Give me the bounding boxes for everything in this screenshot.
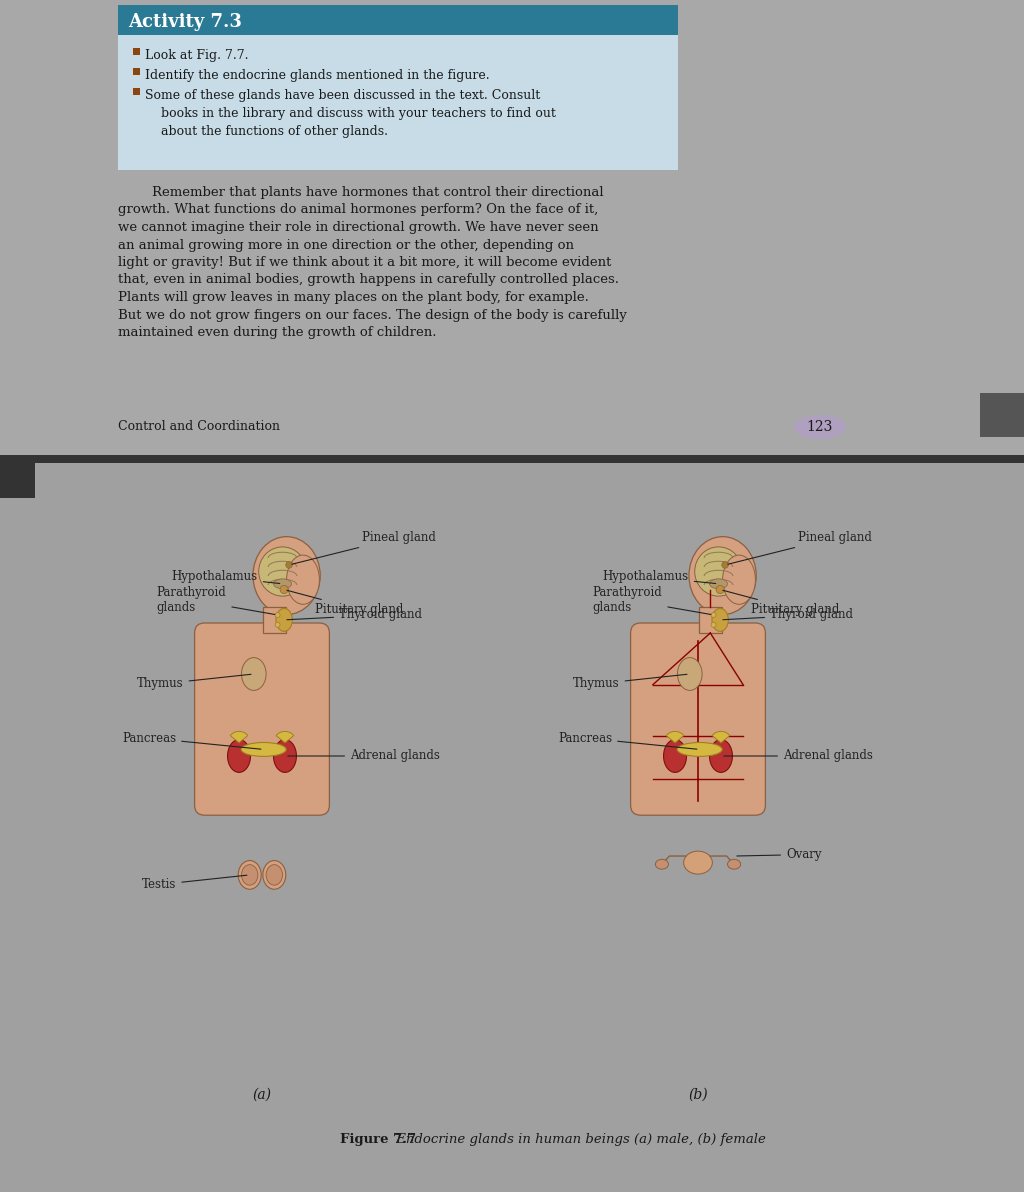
Text: Hypothalamus: Hypothalamus (602, 570, 716, 584)
Ellipse shape (694, 547, 742, 596)
Text: (b): (b) (688, 1088, 708, 1101)
Ellipse shape (794, 415, 846, 439)
Ellipse shape (677, 743, 722, 757)
Bar (0, 455, 1024, 462)
Text: Pancreas: Pancreas (122, 732, 261, 749)
Ellipse shape (263, 861, 286, 889)
Bar (698, 607, 722, 633)
Ellipse shape (655, 859, 669, 869)
Ellipse shape (684, 851, 713, 874)
Text: Pituitary gland: Pituitary gland (723, 590, 839, 616)
Ellipse shape (242, 658, 266, 690)
Text: Parathyroid
glands: Parathyroid glands (157, 586, 274, 615)
Text: we cannot imagine their role in directional growth. We have never seen: we cannot imagine their role in directio… (118, 221, 599, 234)
FancyBboxPatch shape (195, 623, 330, 815)
Bar (0, 462, 35, 498)
Ellipse shape (273, 579, 292, 589)
Text: (a): (a) (253, 1088, 271, 1101)
Text: Activity 7.3: Activity 7.3 (128, 13, 242, 31)
Text: that, even in animal bodies, growth happens in carefully controlled places.: that, even in animal bodies, growth happ… (118, 273, 618, 286)
Text: Pituitary gland: Pituitary gland (287, 590, 403, 616)
Bar (133, 88, 140, 95)
Ellipse shape (710, 579, 727, 589)
Bar (133, 48, 140, 55)
Text: Thyroid gland: Thyroid gland (287, 608, 422, 621)
Bar (980, 393, 1024, 437)
Circle shape (716, 585, 724, 594)
Ellipse shape (678, 658, 702, 690)
Ellipse shape (712, 608, 728, 632)
Bar (263, 607, 286, 633)
Text: maintained even during the growth of children.: maintained even during the growth of chi… (118, 325, 436, 339)
Text: Adrenal glands: Adrenal glands (724, 750, 872, 763)
Text: Pineal gland: Pineal gland (292, 532, 435, 564)
Ellipse shape (242, 864, 258, 886)
Text: Pancreas: Pancreas (558, 732, 697, 749)
Text: light or gravity! But if we think about it a bit more, it will become evident: light or gravity! But if we think about … (118, 256, 611, 269)
Ellipse shape (253, 536, 321, 615)
Text: Pineal gland: Pineal gland (728, 532, 871, 564)
Ellipse shape (241, 743, 286, 757)
Text: Adrenal glands: Adrenal glands (288, 750, 440, 763)
Text: Thyroid gland: Thyroid gland (723, 608, 853, 621)
Text: Some of these glands have been discussed in the text. Consult
    books in the l: Some of these glands have been discussed… (145, 89, 556, 138)
Wedge shape (276, 732, 294, 743)
Wedge shape (667, 732, 684, 743)
FancyBboxPatch shape (631, 623, 765, 815)
Circle shape (286, 561, 292, 569)
Wedge shape (712, 732, 730, 743)
Text: Control and Coordination: Control and Coordination (118, 421, 280, 434)
Circle shape (711, 613, 716, 617)
Circle shape (722, 561, 728, 569)
Ellipse shape (727, 859, 740, 869)
Text: Remember that plants have hormones that control their directional: Remember that plants have hormones that … (118, 186, 603, 199)
Bar (118, 5, 678, 35)
Text: an animal growing more in one direction or the other, depending on: an animal growing more in one direction … (118, 238, 574, 252)
Circle shape (711, 622, 716, 627)
Circle shape (275, 622, 280, 627)
Text: Look at Fig. 7.7.: Look at Fig. 7.7. (145, 49, 249, 62)
Ellipse shape (710, 739, 732, 772)
Circle shape (275, 613, 280, 617)
Ellipse shape (239, 861, 261, 889)
Ellipse shape (723, 555, 756, 604)
Bar (133, 68, 140, 75)
Bar (0, 462, 1024, 1192)
Text: Identify the endocrine glands mentioned in the figure.: Identify the endocrine glands mentioned … (145, 69, 489, 82)
Ellipse shape (227, 739, 251, 772)
Circle shape (280, 585, 288, 594)
Bar (118, 5, 678, 170)
Text: Parathyroid
glands: Parathyroid glands (593, 586, 711, 615)
Text: Hypothalamus: Hypothalamus (172, 570, 280, 584)
Ellipse shape (664, 739, 686, 772)
Ellipse shape (266, 864, 283, 886)
Ellipse shape (259, 547, 306, 596)
Ellipse shape (287, 555, 319, 604)
Wedge shape (230, 732, 248, 743)
Ellipse shape (689, 536, 756, 615)
Ellipse shape (275, 608, 292, 632)
Text: Ovary: Ovary (737, 848, 821, 861)
Ellipse shape (273, 739, 296, 772)
Text: Thymus: Thymus (573, 675, 687, 690)
Text: But we do not grow fingers on our faces. The design of the body is carefully: But we do not grow fingers on our faces.… (118, 309, 627, 322)
Text: Plants will grow leaves in many places on the plant body, for example.: Plants will grow leaves in many places o… (118, 291, 589, 304)
Text: Figure 7.7: Figure 7.7 (340, 1134, 416, 1147)
Text: 123: 123 (807, 420, 834, 434)
Text: growth. What functions do animal hormones perform? On the face of it,: growth. What functions do animal hormone… (118, 204, 598, 217)
Text: Endocrine glands in human beings (a) male, (b) female: Endocrine glands in human beings (a) mal… (392, 1134, 766, 1147)
Text: Thymus: Thymus (137, 675, 251, 690)
Text: Testis: Testis (142, 875, 247, 892)
